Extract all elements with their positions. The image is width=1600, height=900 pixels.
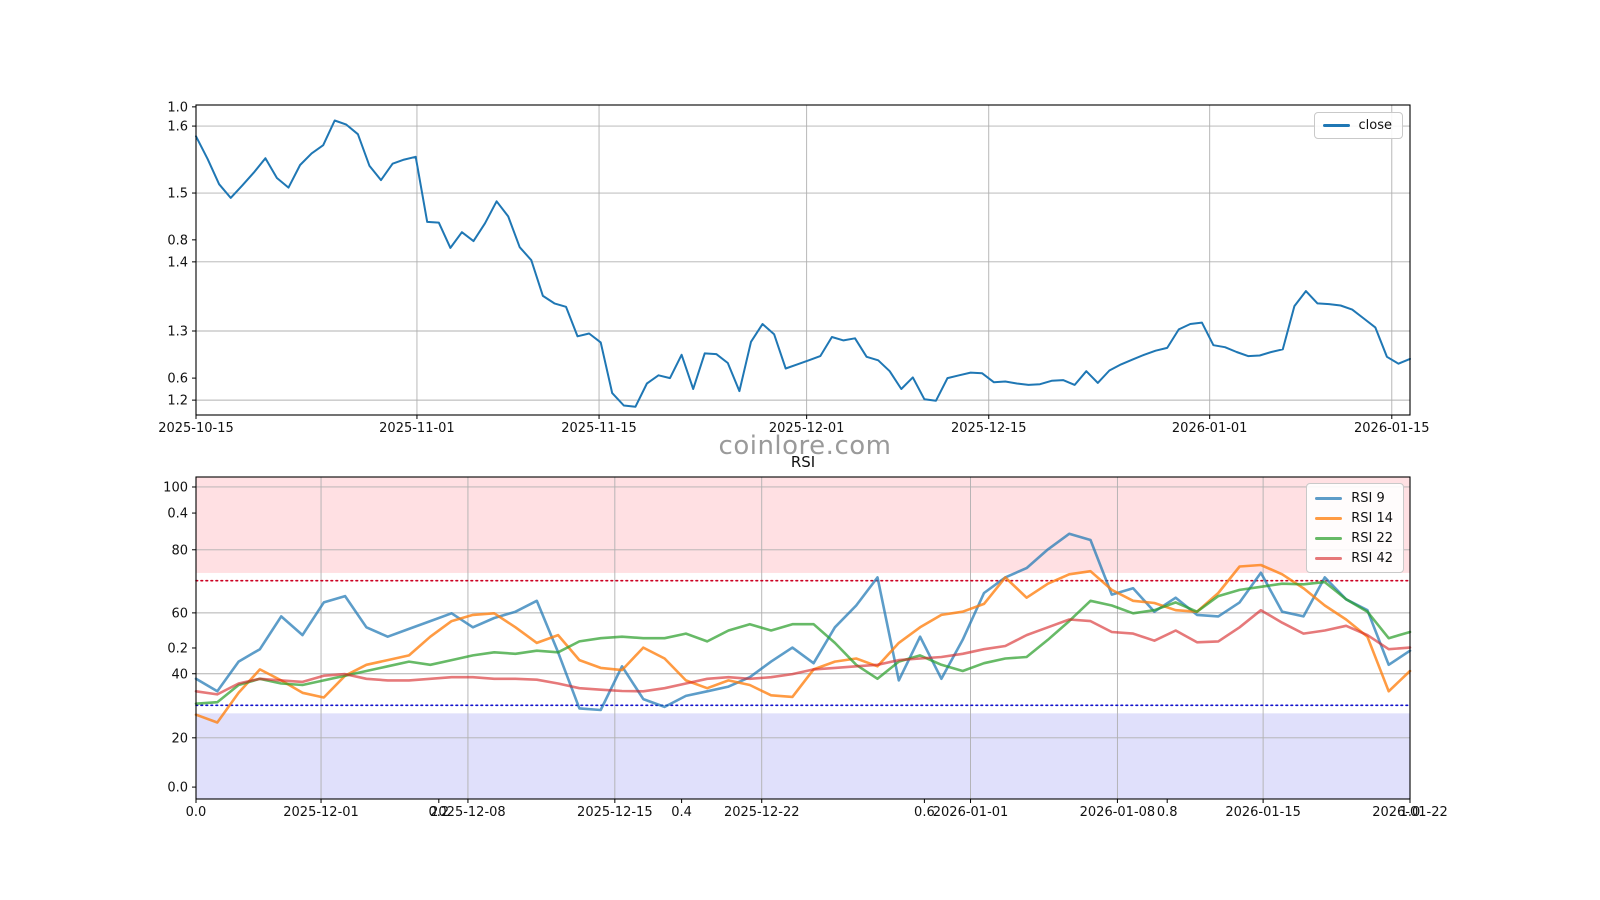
x-tick-label: 2026-01-15 [1225,805,1301,820]
watermark: coinlore.com [718,431,892,461]
oversold-band [196,713,1410,799]
y-tick-label: 0.6 [167,372,188,387]
legend-label: close [1358,118,1392,133]
x-tick-label: 2025-11-15 [561,421,637,436]
y-tick-label: 0.0 [167,781,188,796]
y-tick-label: 1.6 [167,120,188,135]
chart-price: 2025-10-15 2025-11-01 2025-11-15 2025-12-01… [158,100,1429,436]
x-tick-label: 0.2 [428,805,449,820]
y-tick-label: 0.4 [167,507,188,522]
axes-box [195,476,1411,800]
legend-label: RSI 22 [1351,530,1393,546]
series-rsi-9 [194,532,1412,712]
rsi-legend: RSI 9 RSI 14 RSI 22 RSI 42 [1306,483,1404,573]
x-tick-label: 1.0 [1400,805,1421,820]
x-tick-label: 0.6 [914,805,935,820]
x-tick-label: 2025-11-01 [379,421,455,436]
chart-rsi: 2025-12-01 2025-12-08 2025-12-15 2025-12-22… [163,476,1448,820]
x-tick-label: 2026-01-15 [1354,421,1430,436]
legend-item-rsi-22: RSI 22 [1315,528,1393,548]
x-tick-label: 2025-12-22 [724,805,800,820]
x-tick-label: 0.4 [671,805,692,820]
x-tick-label: 2026-01-22 [1372,805,1448,820]
legend-item-close: close [1322,117,1392,134]
x-tick-label: 2025-12-15 [951,421,1027,436]
y-tick-label: 40 [171,667,188,682]
legend-line-sample [1315,516,1343,520]
x-tick-label: 2026-01-01 [1172,421,1248,436]
y-tick-label: 1.2 [167,394,188,409]
legend-line-sample [1322,124,1350,127]
rsi-chart-title: RSI [790,453,816,471]
legend-label: RSI 42 [1351,550,1393,566]
legend-item-rsi-42: RSI 42 [1315,548,1393,568]
legend-label: RSI 14 [1351,510,1393,526]
legend-line-sample [1315,556,1343,560]
axes-box [195,104,1411,416]
y-tick-label: 20 [171,731,188,746]
legend-line-sample [1315,496,1343,500]
series-close [195,119,1411,408]
y-tick-label: 80 [171,543,188,558]
x-tick-label: 0.8 [1157,805,1178,820]
y-tick-label: 0.8 [167,233,188,248]
x-tick-label: 0.0 [186,805,207,820]
price-legend: close [1313,112,1403,139]
legend-item-rsi-14: RSI 14 [1315,508,1393,528]
legend-item-rsi-9: RSI 9 [1315,488,1393,508]
overbought-band [196,477,1410,573]
x-tick-label: 2025-12-01 [769,421,845,436]
series-rsi-42 [194,608,1412,696]
x-tick-label: 2026-01-08 [1080,805,1156,820]
legend-label: RSI 9 [1351,490,1385,506]
series-rsi-14 [194,563,1412,724]
x-tick-label: 2025-12-08 [430,805,506,820]
y-tick-label: 0.2 [167,642,188,657]
x-tick-label: 2025-10-15 [158,421,234,436]
y-tick-label: 100 [163,481,188,496]
y-tick-label: 1.3 [167,325,188,340]
legend-line-sample [1315,536,1343,540]
x-tick-label: 2025-12-15 [577,805,653,820]
y-tick-label: 1.0 [167,100,188,115]
x-tick-label: 2025-12-01 [283,805,359,820]
x-tick-label: 2026-01-01 [933,805,1009,820]
y-tick-label: 1.5 [167,187,188,202]
y-tick-label: 60 [171,606,188,621]
series-rsi-22 [194,580,1412,706]
y-tick-label: 1.4 [167,255,188,270]
